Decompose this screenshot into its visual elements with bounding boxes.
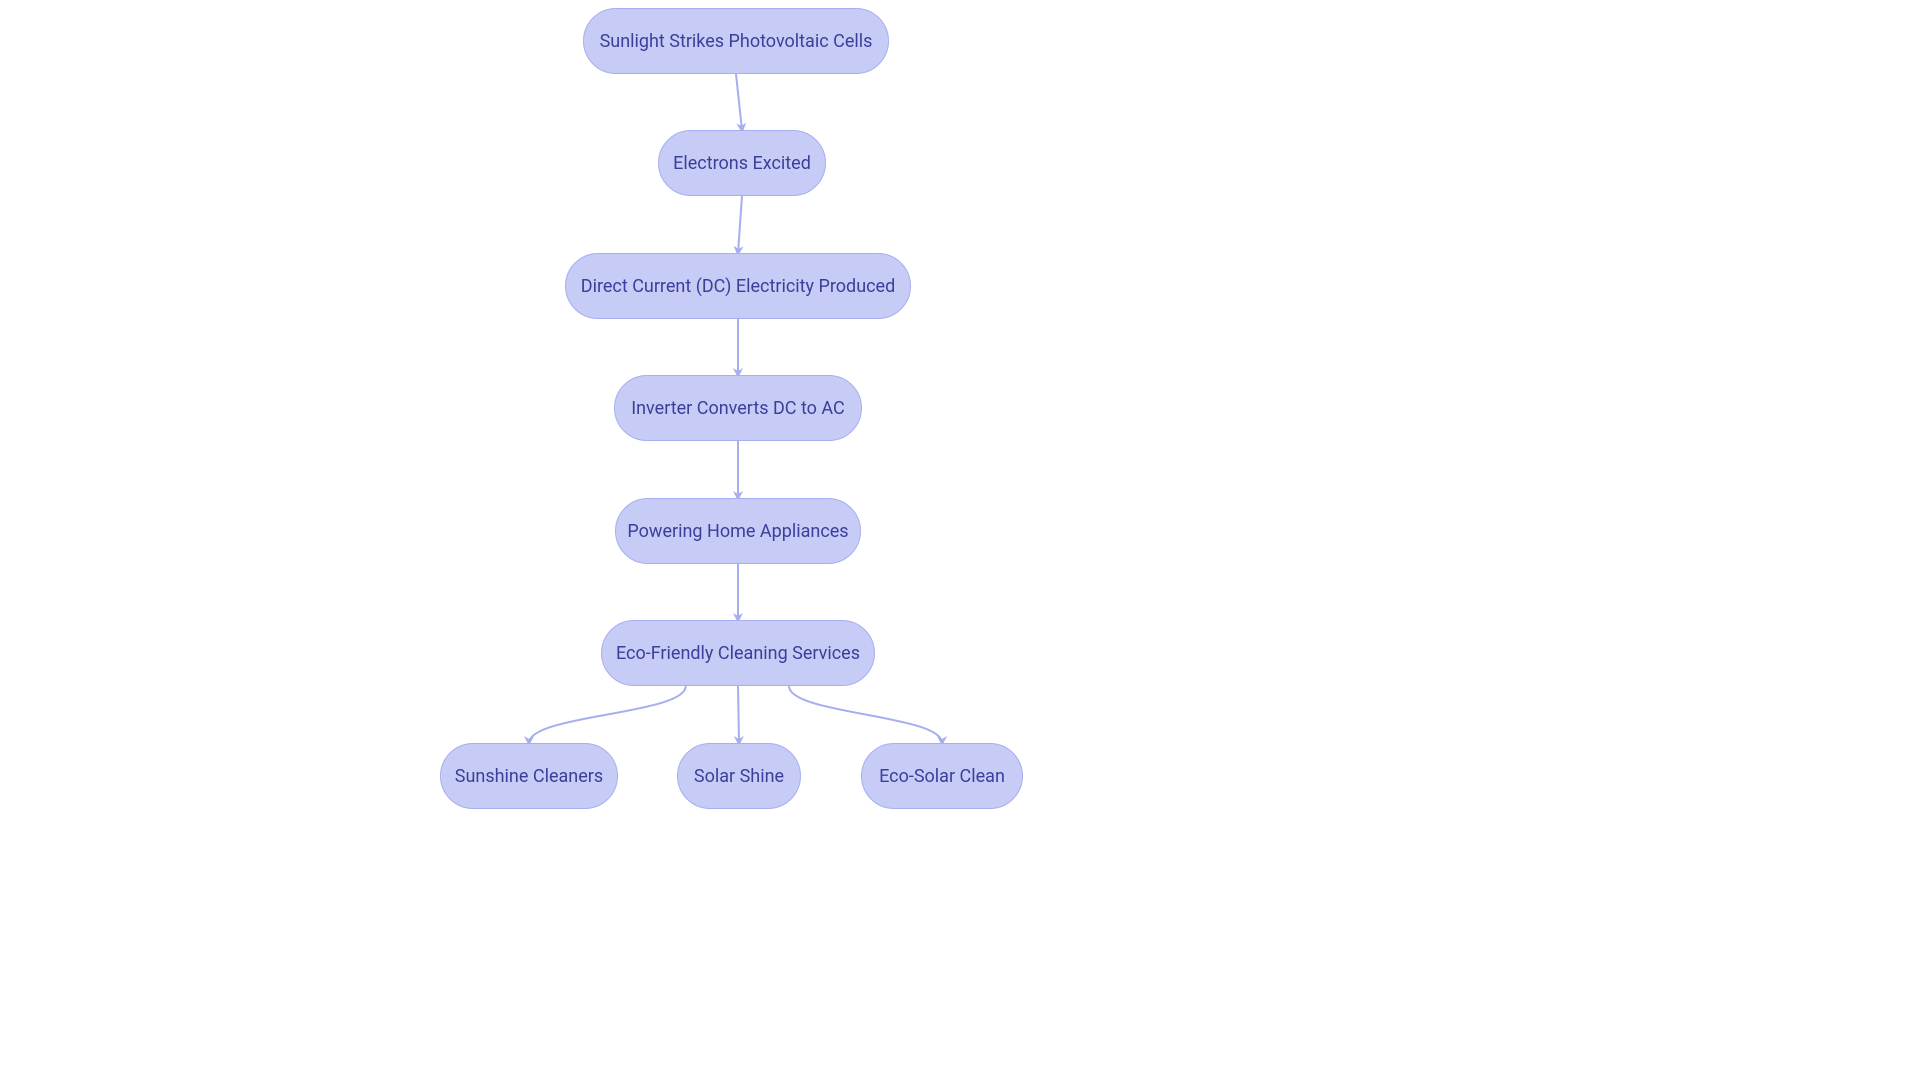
flowchart-node: Electrons Excited	[658, 130, 826, 196]
flowchart-edge	[736, 74, 742, 130]
flowchart-node: Sunlight Strikes Photovoltaic Cells	[583, 8, 889, 74]
flowchart-canvas: Sunlight Strikes Photovoltaic Cells Elect…	[0, 0, 1920, 1083]
flowchart-edge	[789, 686, 942, 743]
flowchart-node: Inverter Converts DC to AC	[614, 375, 862, 441]
flowchart-node: Eco-Solar Clean	[861, 743, 1023, 809]
flowchart-node: Sunshine Cleaners	[440, 743, 618, 809]
flowchart-node: Eco-Friendly Cleaning Services	[601, 620, 875, 686]
flowchart-edge	[738, 686, 739, 743]
flowchart-node: Powering Home Appliances	[615, 498, 861, 564]
flowchart-node: Solar Shine	[677, 743, 801, 809]
flowchart-edge	[529, 686, 686, 743]
flowchart-edge	[738, 196, 742, 253]
flowchart-node: Direct Current (DC) Electricity Produced	[565, 253, 911, 319]
flowchart-edges	[0, 0, 1920, 1083]
